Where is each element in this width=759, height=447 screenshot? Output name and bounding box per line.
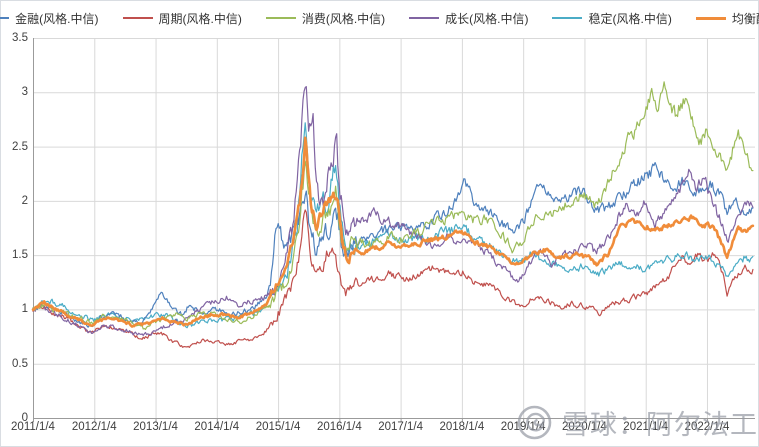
legend-label-cyclical: 周期(风格.中信) — [158, 11, 242, 26]
legend-item-balanced: 均衡配置 — [695, 10, 759, 27]
series-line-5 — [31, 136, 755, 328]
balanced-line-swatch-icon — [695, 16, 726, 20]
consumer-line-swatch-icon — [265, 17, 296, 19]
x-tick-label: 2021/1/4 — [623, 421, 669, 433]
y-tick-label: 1.5 — [12, 249, 28, 262]
x-tick-label: 2020/1/4 — [562, 421, 607, 433]
legend-label-stable: 稳定(风格.中信) — [588, 11, 672, 26]
series-line-2 — [32, 81, 754, 330]
stable-line-swatch-icon — [552, 17, 583, 19]
series-line-1 — [32, 209, 754, 348]
x-tick-label: 2018/1/4 — [439, 421, 485, 433]
series-line-4 — [32, 122, 754, 329]
legend-label-balanced: 均衡配置 — [731, 11, 759, 26]
x-tick-label: 2017/1/4 — [378, 421, 423, 433]
x-tick-label: 2011/1/4 — [11, 421, 55, 433]
y-tick-label: 3 — [21, 86, 28, 99]
y-tick-label: 0 — [21, 412, 28, 424]
cyclical-line-swatch-icon — [122, 17, 153, 19]
legend-item-stable: 稳定(风格.中信) — [552, 10, 672, 27]
series-line-3 — [32, 85, 754, 336]
x-tick-label: 2014/1/4 — [194, 421, 240, 433]
y-tick-label: 0.5 — [12, 357, 28, 370]
x-tick-label: 2022/1/4 — [684, 421, 730, 433]
chart-legend: 金融(风格.中信) 周期(风格.中信) 消费(风格.中信) 成长(风格.中信) … — [0, 8, 759, 28]
y-tick-label: 1 — [21, 303, 28, 316]
y-tick-label: 3.5 — [12, 32, 28, 44]
legend-item-financial: 金融(风格.中信) — [0, 10, 99, 27]
legend-item-consumer: 消费(风格.中信) — [265, 10, 386, 27]
legend-label-consumer: 消费(风格.中信) — [301, 11, 386, 26]
financial-line-swatch-icon — [0, 17, 10, 19]
legend-label-financial: 金融(风格.中信) — [15, 11, 99, 26]
x-tick-label: 2012/1/4 — [71, 421, 117, 433]
legend-item-cyclical: 周期(风格.中信) — [122, 10, 242, 27]
x-tick-label: 2015/1/4 — [255, 421, 301, 433]
y-tick-label: 2.5 — [12, 140, 28, 153]
legend-label-growth: 成长(风格.中信) — [445, 11, 529, 26]
x-tick-label: 2016/1/4 — [316, 421, 362, 433]
series-line-0 — [32, 162, 754, 328]
y-tick-label: 2 — [21, 194, 28, 207]
x-tick-label: 2013/1/4 — [133, 421, 178, 433]
x-tick-label: 2019/1/4 — [500, 421, 546, 433]
legend-item-growth: 成长(风格.中信) — [409, 10, 528, 27]
growth-line-swatch-icon — [409, 17, 440, 19]
